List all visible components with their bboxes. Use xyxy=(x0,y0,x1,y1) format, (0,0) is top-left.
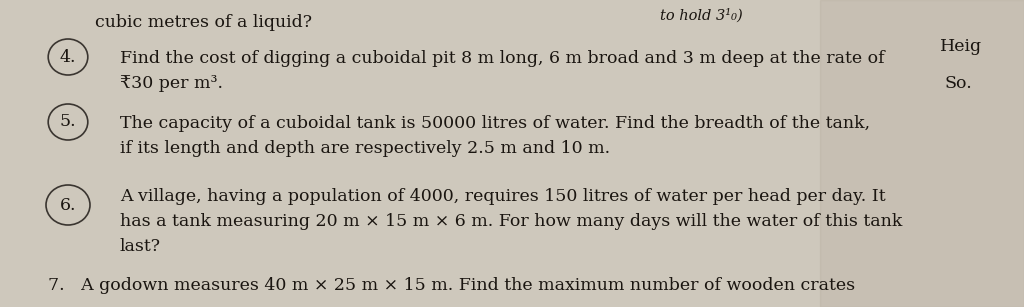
Text: The capacity of a cuboidal tank is 50000 litres of water. Find the breadth of th: The capacity of a cuboidal tank is 50000… xyxy=(120,115,870,132)
Text: Heig: Heig xyxy=(940,38,982,55)
Text: Find the cost of digging a cuboidal pit 8 m long, 6 m broad and 3 m deep at the : Find the cost of digging a cuboidal pit … xyxy=(120,50,885,67)
Text: A village, having a population of 4000, requires 150 litres of water per head pe: A village, having a population of 4000, … xyxy=(120,188,886,205)
Text: So.: So. xyxy=(944,75,972,92)
Text: to hold 3¹₀): to hold 3¹₀) xyxy=(660,8,742,22)
Text: 5.: 5. xyxy=(59,114,77,130)
Text: if its length and depth are respectively 2.5 m and 10 m.: if its length and depth are respectively… xyxy=(120,140,610,157)
Text: 6.: 6. xyxy=(59,196,76,213)
Text: ₹30 per m³.: ₹30 per m³. xyxy=(120,75,223,92)
Text: last?: last? xyxy=(120,238,161,255)
Text: 7.   A godown measures 40 m × 25 m × 15 m. Find the maximum number of wooden cra: 7. A godown measures 40 m × 25 m × 15 m.… xyxy=(48,277,855,294)
Text: has a tank measuring 20 m × 15 m × 6 m. For how many days will the water of this: has a tank measuring 20 m × 15 m × 6 m. … xyxy=(120,213,902,230)
Bar xyxy=(820,0,1024,307)
Text: 4.: 4. xyxy=(59,49,76,65)
Text: cubic metres of a liquid?: cubic metres of a liquid? xyxy=(95,14,312,31)
